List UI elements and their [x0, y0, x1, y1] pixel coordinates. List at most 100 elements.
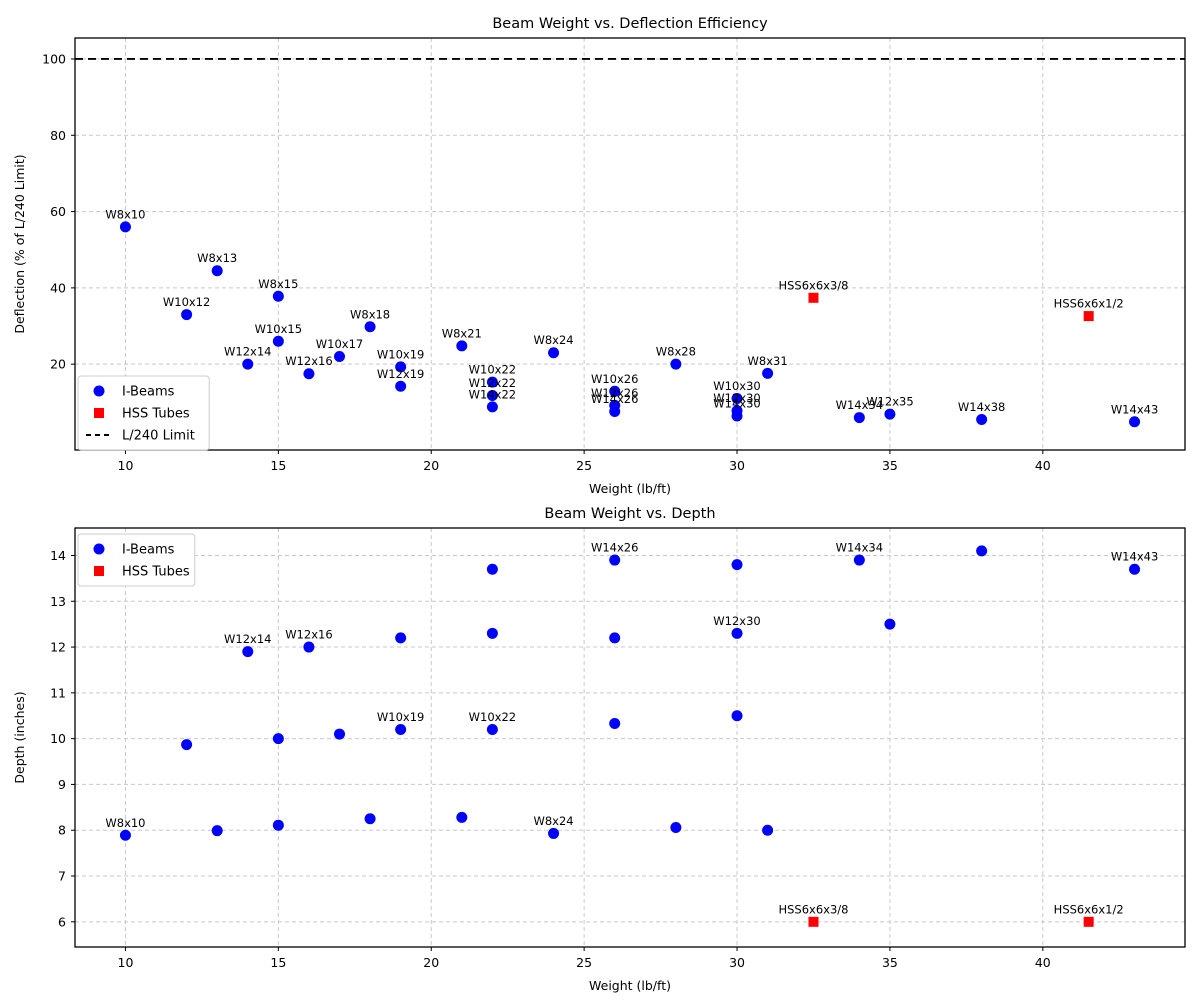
point-label: W14x34 [836, 541, 883, 555]
data-point-W12x22 [486, 627, 498, 639]
y-tick-label: 10 [50, 731, 66, 746]
x-tick-label: 25 [576, 458, 592, 473]
data-point-W10x19 [395, 723, 407, 735]
y-tick-label: 14 [50, 548, 66, 563]
x-tick-label: 35 [882, 955, 898, 970]
data-point-W10x15 [272, 335, 284, 347]
x-tick-label: 25 [576, 955, 592, 970]
x-tick-label: 10 [118, 458, 134, 473]
data-point-W12x22 [486, 389, 498, 401]
point-label: W8x24 [533, 814, 573, 828]
data-point-W14x26 [609, 405, 621, 417]
data-point-W8x13 [211, 825, 223, 837]
point-label: W12x14 [224, 632, 271, 646]
data-point-W12x16 [303, 368, 315, 380]
point-label: W10x19 [377, 347, 424, 361]
point-label: W10x30 [713, 379, 760, 393]
point-label: W14x43 [1111, 550, 1158, 564]
y-tick-label: 40 [50, 280, 66, 295]
point-label: W10x26 [591, 372, 638, 386]
point-label: W10x22 [469, 363, 516, 377]
point-label: W8x10 [105, 816, 145, 830]
point-label: W14x38 [958, 400, 1005, 414]
y-tick-label: 9 [58, 777, 66, 792]
x-tick-label: 15 [270, 458, 286, 473]
data-point-W12x19 [395, 632, 407, 644]
data-point-W14x34 [853, 554, 865, 566]
data-point-W8x15 [272, 290, 284, 302]
point-label: W10x12 [163, 295, 210, 309]
data-point-W8x31 [762, 367, 774, 379]
legend-label: L/240 Limit [122, 429, 195, 444]
data-point-W8x21 [456, 340, 468, 352]
data-point-W10x12 [181, 739, 193, 751]
data-point-W12x30 [731, 627, 743, 639]
x-tick-label: 35 [882, 458, 898, 473]
data-point-W14x30 [731, 410, 743, 422]
legend-box [77, 375, 210, 451]
data-point-W14x38 [976, 413, 988, 425]
point-label: W10x17 [316, 337, 363, 351]
x-tick-label: 40 [1035, 955, 1051, 970]
data-point-W8x10 [119, 221, 131, 233]
point-label: W8x28 [656, 345, 696, 359]
data-point-W10x12 [181, 309, 193, 321]
data-point-W8x13 [211, 265, 223, 277]
legend-entry: L/240 Limit [86, 429, 195, 444]
data-point-W12x16 [303, 641, 315, 653]
point-label: W8x10 [105, 207, 145, 221]
deflection-chart: 10 15 20 25 30 35 40 20 40 60 80 100 Beam Weight vs.… [12, 16, 1186, 496]
y-tick-label: 100 [42, 51, 66, 66]
y-tick-label: 13 [50, 594, 66, 609]
point-label: W10x22 [469, 710, 516, 724]
point-label: W12x16 [285, 628, 332, 642]
legend-label: I-Beams [122, 385, 175, 400]
legend-entry: HSS Tubes [94, 407, 190, 422]
point-label: W12x22 [469, 376, 516, 390]
point-label: W8x31 [748, 354, 788, 368]
point-label: HSS6x6x3/8 [778, 902, 848, 916]
data-point-HSS6x6x1-2 [1083, 916, 1094, 927]
point-label: W8x15 [258, 277, 298, 291]
data-point-HSS6x6x1-2 [1083, 311, 1094, 322]
legend-label: I-Beams [122, 543, 175, 558]
y-tick-label: 8 [58, 823, 66, 838]
y-tick-label: 12 [50, 640, 66, 655]
point-label: W14x26 [591, 541, 638, 555]
data-point-W8x31 [762, 824, 774, 836]
data-point-W10x26 [609, 385, 621, 397]
x-axis-label: Weight (lb/ft) [589, 481, 671, 496]
chart-title: Beam Weight vs. Deflection Efficiency [492, 16, 768, 32]
data-point-W10x22 [486, 376, 498, 388]
legend-marker-square [94, 408, 104, 418]
data-point-W8x10 [119, 829, 131, 841]
data-point-W10x17 [334, 728, 346, 740]
data-point-W8x24 [548, 827, 560, 839]
point-label: W12x30 [713, 614, 760, 628]
data-point-W14x26 [609, 554, 621, 566]
x-tick-label: 10 [118, 955, 134, 970]
point-label: W8x24 [533, 333, 573, 347]
data-point-W10x26 [609, 718, 621, 730]
y-axis-label: Deflection (% of L/240 Limit) [12, 154, 27, 333]
point-label: W14x22 [469, 387, 516, 401]
legend-entry: I-Beams [93, 385, 175, 400]
data-point-W12x19 [395, 380, 407, 392]
legend-marker-circle [93, 385, 105, 397]
point-label: W12x19 [377, 367, 424, 381]
data-point-W10x19 [395, 361, 407, 373]
x-tick-label: 20 [423, 458, 439, 473]
data-point-W12x26 [609, 632, 621, 644]
legend-label: HSS Tubes [122, 565, 190, 580]
x-tick-label: 15 [270, 955, 286, 970]
data-point-HSS6x6x3-8 [808, 292, 819, 303]
point-label: W14x30 [713, 397, 760, 411]
axes-spine [74, 527, 1186, 948]
point-label: W8x13 [197, 251, 237, 265]
data-point-W8x28 [670, 358, 682, 370]
data-point-W8x18 [364, 813, 376, 825]
legend: I-Beams HSS Tubes [77, 533, 196, 587]
data-point-W10x17 [334, 351, 346, 363]
point-label: W12x30 [713, 391, 760, 405]
